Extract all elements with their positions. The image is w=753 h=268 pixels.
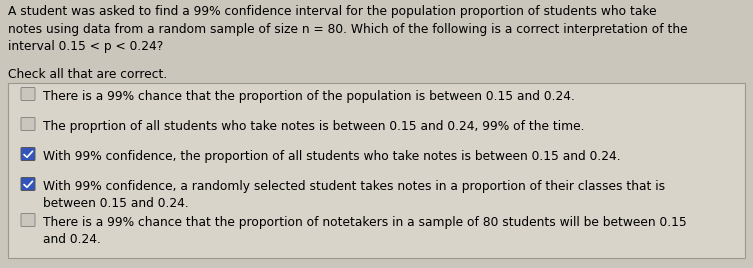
FancyBboxPatch shape <box>21 177 35 191</box>
Text: Check all that are correct.: Check all that are correct. <box>8 68 167 81</box>
Text: The proprtion of all students who take notes is between 0.15 and 0.24, 99% of th: The proprtion of all students who take n… <box>43 120 584 133</box>
Text: With 99% confidence, the proportion of all students who take notes is between 0.: With 99% confidence, the proportion of a… <box>43 150 620 163</box>
FancyBboxPatch shape <box>21 117 35 131</box>
Text: With 99% confidence, a randomly selected student takes notes in a proportion of : With 99% confidence, a randomly selected… <box>43 180 665 210</box>
Text: There is a 99% chance that the proportion of notetakers in a sample of 80 studen: There is a 99% chance that the proportio… <box>43 216 687 246</box>
FancyBboxPatch shape <box>21 87 35 100</box>
Text: There is a 99% chance that the proportion of the population is between 0.15 and : There is a 99% chance that the proportio… <box>43 90 575 103</box>
FancyBboxPatch shape <box>21 147 35 161</box>
Text: A student was asked to find a 99% confidence interval for the population proport: A student was asked to find a 99% confid… <box>8 5 687 53</box>
FancyBboxPatch shape <box>21 214 35 226</box>
FancyBboxPatch shape <box>8 83 745 258</box>
